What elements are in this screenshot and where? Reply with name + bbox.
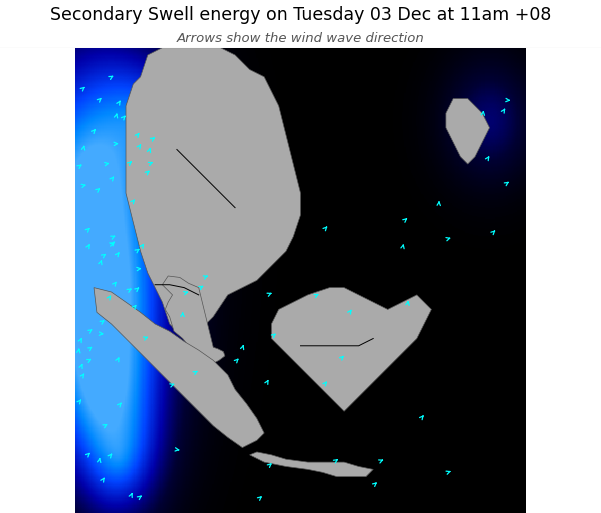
Polygon shape [126,48,300,339]
Polygon shape [249,452,373,477]
Polygon shape [94,288,264,447]
Polygon shape [162,276,225,366]
Text: Secondary Swell energy on Tuesday 03 Dec at 11am +08: Secondary Swell energy on Tuesday 03 Dec… [50,6,551,24]
Polygon shape [446,98,490,164]
Polygon shape [272,288,432,411]
Text: Arrows show the wind wave direction: Arrows show the wind wave direction [177,32,424,45]
